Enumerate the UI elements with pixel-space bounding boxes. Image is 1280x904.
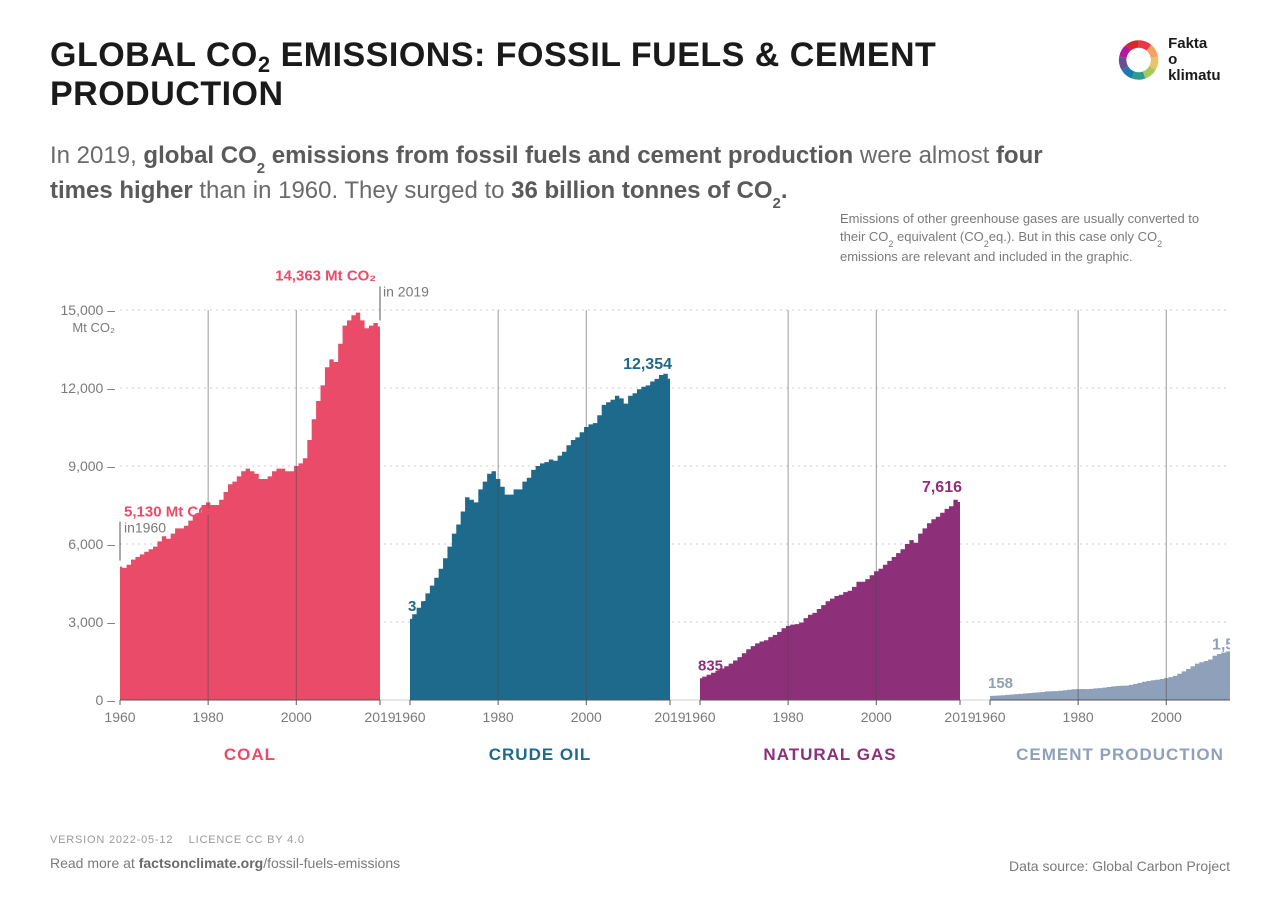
svg-text:1,564: 1,564 [1212,636,1230,653]
svg-text:7,616: 7,616 [922,479,962,496]
svg-text:3,000 –: 3,000 – [68,614,115,630]
svg-text:835: 835 [698,657,723,674]
licence-label: LICENCE CC BY 4.0 [189,834,305,846]
title-sub: 2 [258,52,271,77]
logo-line-1: Fakta [1168,36,1230,52]
svg-text:0 –: 0 – [96,692,116,708]
svg-text:9,000 –: 9,000 – [68,458,115,474]
svg-text:in1960: in1960 [124,520,166,536]
svg-text:1980: 1980 [483,709,514,725]
footer: VERSION 2022-05-12 LICENCE CC BY 4.0 Rea… [50,832,1230,874]
logo: Fakta o klimatu [1117,36,1230,83]
svg-text:CEMENT PRODUCTION: CEMENT PRODUCTION [1016,745,1224,764]
svg-text:12,000 –: 12,000 – [61,380,116,396]
svg-text:1980: 1980 [1063,709,1094,725]
svg-text:14,363 Mt CO₂: 14,363 Mt CO₂ [275,268,376,285]
svg-text:2019: 2019 [654,709,685,725]
svg-text:2000: 2000 [571,709,602,725]
svg-text:NATURAL GAS: NATURAL GAS [763,745,896,764]
logo-line-2: o klimatu [1168,52,1230,84]
readmore-domain: factsonclimate.org [139,855,263,871]
subtitle: In 2019, global CO2 emissions from fossi… [50,140,1050,210]
svg-text:2000: 2000 [861,709,892,725]
svg-text:3,122: 3,122 [408,598,446,615]
version-label: VERSION 2022-05-12 [50,834,173,846]
svg-text:CRUDE OIL: CRUDE OIL [489,745,592,764]
svg-text:6,000 –: 6,000 – [68,536,115,552]
logo-ring-icon [1117,37,1160,83]
svg-text:in 2019: in 2019 [383,284,429,300]
page-title: GLOBAL CO2 EMISSIONS: FOSSIL FUELS & CEM… [50,36,1117,114]
svg-text:1960: 1960 [104,709,135,725]
readmore-prefix: Read more at [50,855,139,871]
svg-text:1980: 1980 [193,709,224,725]
svg-text:2000: 2000 [281,709,312,725]
svg-text:15,000 –: 15,000 – [61,302,116,318]
svg-text:1980: 1980 [773,709,804,725]
svg-text:5,130 Mt CO₂: 5,130 Mt CO₂ [124,504,217,521]
svg-text:2019: 2019 [364,709,395,725]
svg-text:158: 158 [988,675,1013,692]
logo-text: Fakta o klimatu [1168,36,1230,83]
title-part-a: GLOBAL CO [50,36,258,74]
svg-text:1960: 1960 [394,709,425,725]
svg-text:12,354: 12,354 [623,356,672,373]
svg-text:Mt CO₂: Mt CO₂ [72,320,115,335]
svg-text:1960: 1960 [974,709,1005,725]
charts-panel: 0 – 3,000 – 6,000 – 9,000 – 12,000 – 15,000 –… [50,260,1230,780]
svg-text:2019: 2019 [944,709,975,725]
svg-text:COAL: COAL [224,745,276,764]
readmore-path: /fossil-fuels-emissions [263,855,400,871]
svg-text:1960: 1960 [684,709,715,725]
svg-text:2000: 2000 [1151,709,1182,725]
side-note: Emissions of other greenhouse gases are … [840,210,1220,267]
data-source: Data source: Global Carbon Project [1009,858,1230,874]
